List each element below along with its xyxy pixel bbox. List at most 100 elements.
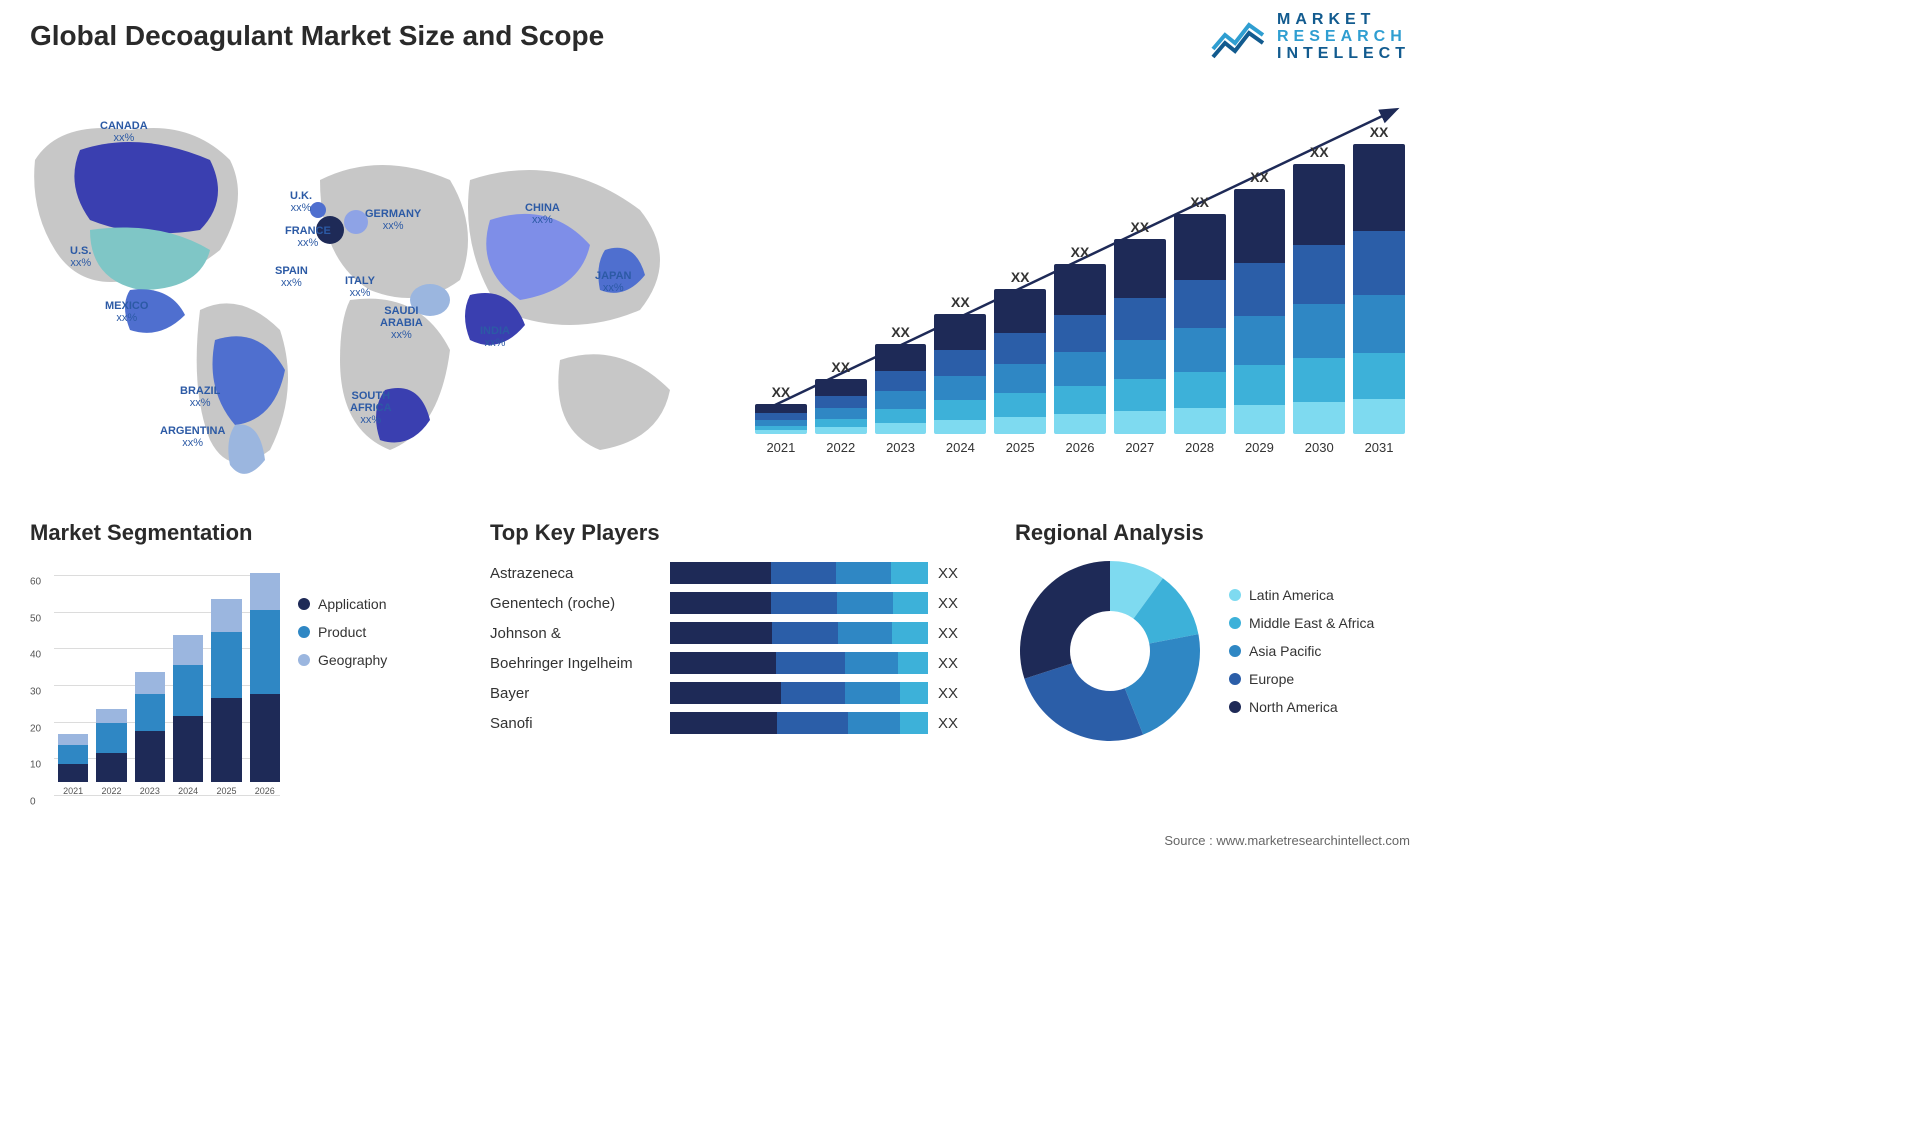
segmentation-title: Market Segmentation: [30, 520, 450, 546]
growth-bar-value: XX: [772, 384, 791, 400]
world-map: CANADAxx% U.S.xx% MEXICOxx% BRAZILxx% ARGENT…: [20, 90, 700, 490]
growth-bar-year: 2027: [1125, 440, 1154, 455]
growth-chart: XX2021XX2022XX2023XX2024XX2025XX2026XX20…: [755, 100, 1405, 480]
source-label: Source : www.marketresearchintellect.com: [1164, 833, 1410, 848]
seg-legend-item: Application: [298, 596, 387, 612]
key-players-title: Top Key Players: [490, 520, 970, 546]
seg-bar: 2022: [96, 709, 126, 796]
growth-bar-year: 2026: [1066, 440, 1095, 455]
growth-bar-value: XX: [1071, 244, 1090, 260]
growth-bar: XX2022: [815, 359, 867, 455]
map-label: FRANCExx%: [285, 225, 331, 249]
legend-swatch-icon: [298, 626, 310, 638]
seg-legend-item: Product: [298, 624, 387, 640]
growth-bar-year: 2023: [886, 440, 915, 455]
map-label: SOUTHAFRICAxx%: [350, 390, 392, 426]
seg-ytick: 0: [30, 797, 36, 808]
regional-legend: Latin AmericaMiddle East & AfricaAsia Pa…: [1229, 587, 1374, 715]
growth-bar: XX 2028: [1174, 194, 1226, 455]
map-label: BRAZILxx%: [180, 385, 220, 409]
player-value: XX: [938, 595, 970, 612]
growth-bar: XX 2026: [1054, 244, 1106, 455]
legend-label: Geography: [318, 652, 387, 668]
player-value: XX: [938, 625, 970, 642]
growth-bar: XX 2024: [934, 294, 986, 455]
growth-bar-value: XX: [951, 294, 970, 310]
map-label: ARGENTINAxx%: [160, 425, 225, 449]
seg-bar-year: 2025: [216, 786, 236, 796]
segmentation-legend: Application Product Geography: [298, 556, 387, 816]
growth-bar: XX 2023: [875, 324, 927, 455]
legend-label: North America: [1249, 699, 1338, 715]
map-label: U.K.xx%: [290, 190, 312, 214]
player-name: Astrazeneca: [490, 565, 660, 582]
key-players-chart: AstrazenecaXXGenentech (roche)XXJohnson …: [490, 562, 970, 734]
growth-bar-year: 2029: [1245, 440, 1274, 455]
growth-bar-year: 2024: [946, 440, 975, 455]
player-row: Genentech (roche) XX: [490, 592, 970, 614]
legend-label: Product: [318, 624, 366, 640]
player-value: XX: [938, 655, 970, 672]
player-row: Sanofi XX: [490, 712, 970, 734]
seg-bar: 2023: [135, 672, 165, 796]
map-label: CANADAxx%: [100, 120, 148, 144]
segmentation-chart: 0102030405060202120222023202420252026: [30, 556, 280, 816]
regional-title: Regional Analysis: [1015, 520, 1405, 546]
map-label: ITALYxx%: [345, 275, 375, 299]
seg-bar: 2026: [250, 573, 280, 796]
logo-line-3: INTELLECT: [1277, 46, 1410, 63]
regional-legend-item: North America: [1229, 699, 1374, 715]
growth-bar: XX 2027: [1114, 219, 1166, 455]
growth-bar-value: XX: [1370, 124, 1389, 140]
logo-line-1: MARKET: [1277, 12, 1410, 29]
map-label: MEXICOxx%: [105, 300, 148, 324]
growth-bar-year: 2031: [1365, 440, 1394, 455]
growth-bar-year: 2028: [1185, 440, 1214, 455]
seg-ytick: 50: [30, 613, 41, 624]
growth-bar-value: XX: [1250, 169, 1269, 185]
player-row: Johnson &XX: [490, 622, 970, 644]
seg-ytick: 30: [30, 687, 41, 698]
seg-ytick: 60: [30, 577, 41, 588]
growth-bar-year: 2022: [826, 440, 855, 455]
legend-swatch-icon: [298, 598, 310, 610]
seg-bar-year: 2022: [101, 786, 121, 796]
seg-legend-item: Geography: [298, 652, 387, 668]
legend-swatch-icon: [298, 654, 310, 666]
growth-bar: XX 2025: [994, 269, 1046, 455]
growth-bar-year: 2030: [1305, 440, 1334, 455]
growth-bar-value: XX: [1310, 144, 1329, 160]
map-label: INDIAxx%: [480, 325, 510, 349]
legend-swatch-icon: [1229, 589, 1241, 601]
key-players-panel: Top Key Players AstrazenecaXXGenentech (…: [490, 520, 970, 734]
player-value: XX: [938, 715, 970, 732]
player-name: Sanofi: [490, 715, 660, 732]
player-name: Genentech (roche): [490, 595, 660, 612]
segmentation-panel: Market Segmentation 01020304050602021202…: [30, 520, 450, 816]
legend-label: Latin America: [1249, 587, 1334, 603]
player-value: XX: [938, 685, 970, 702]
growth-bar-year: 2025: [1006, 440, 1035, 455]
map-label: U.S.xx%: [70, 245, 91, 269]
legend-swatch-icon: [1229, 645, 1241, 657]
map-label: GERMANYxx%: [365, 208, 421, 232]
growth-bar-value: XX: [891, 324, 910, 340]
regional-panel: Regional Analysis Latin America Middle Ea…: [1015, 520, 1405, 746]
legend-label: Middle East & Africa: [1249, 615, 1374, 631]
legend-label: Application: [318, 596, 387, 612]
seg-bar: 2021: [58, 734, 88, 796]
regional-donut: [1015, 556, 1205, 746]
growth-bar: XX 2029: [1234, 169, 1286, 455]
player-value: XX: [938, 565, 970, 582]
regional-legend-item: Latin America: [1229, 587, 1374, 603]
growth-bar-value: XX: [1011, 269, 1030, 285]
legend-swatch-icon: [1229, 673, 1241, 685]
player-name: Bayer: [490, 685, 660, 702]
seg-ytick: 40: [30, 650, 41, 661]
growth-bar-value: XX: [1190, 194, 1209, 210]
growth-bar-value: XX: [1130, 219, 1149, 235]
legend-swatch-icon: [1229, 617, 1241, 629]
growth-bar: XX 2030: [1293, 144, 1345, 455]
logo: MARKET RESEARCH INTELLECT: [1211, 12, 1410, 62]
seg-bar-year: 2026: [255, 786, 275, 796]
